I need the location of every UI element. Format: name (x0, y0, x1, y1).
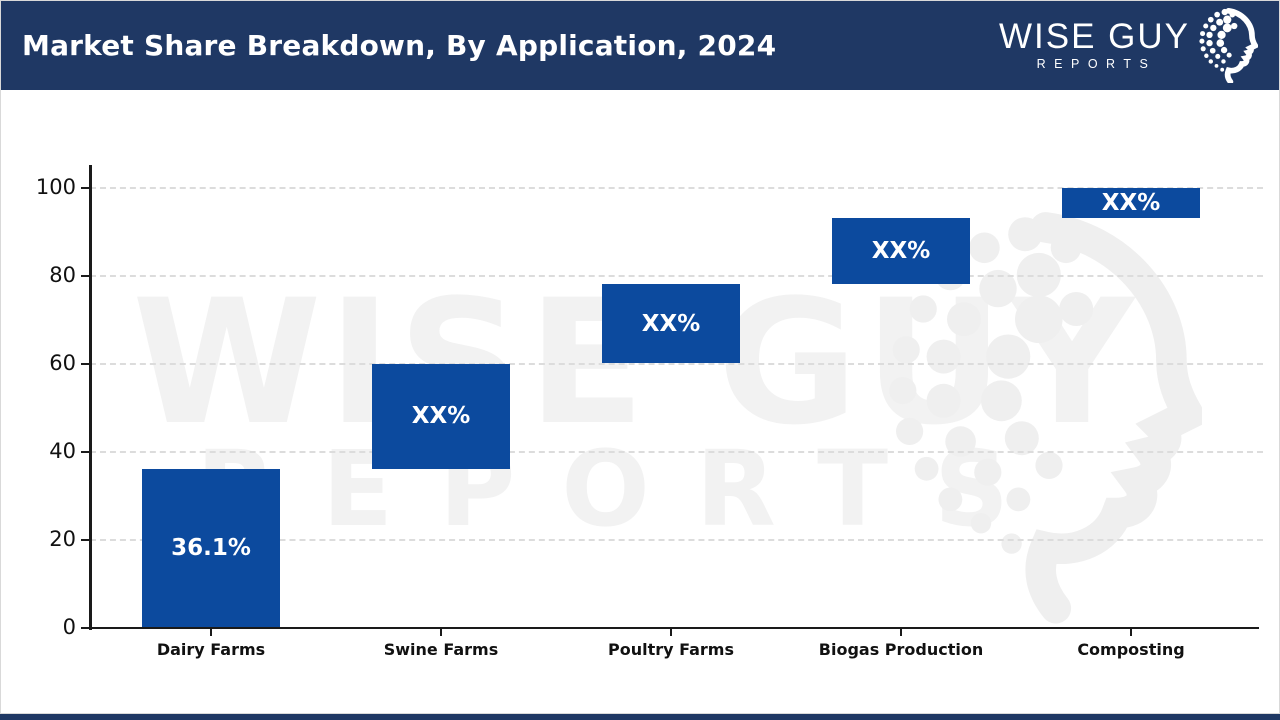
y-tick-mark-80 (81, 274, 89, 277)
footer-divider (0, 713, 1280, 714)
bar-value-label-biogas-production: XX% (871, 238, 931, 265)
dotted-head-icon (1194, 7, 1258, 83)
y-tick-mark-60 (81, 362, 89, 365)
brand-subname: REPORTS (1036, 57, 1157, 72)
gridline-100 (90, 186, 1263, 189)
y-tick-label-60: 60 (49, 350, 76, 375)
x-tick-mark-swine-farms (440, 629, 442, 636)
x-tick-mark-dairy-farms (210, 629, 212, 636)
footer-bar (0, 714, 1280, 720)
watermark-text-line2: REPORTS (196, 428, 1056, 550)
x-tick-label-biogas-production: Biogas Production (818, 640, 984, 659)
bar-value-label-poultry-farms: XX% (641, 310, 701, 337)
gridline-60 (90, 362, 1263, 365)
y-tick-label-20: 20 (49, 526, 76, 551)
gridline-20 (90, 538, 1263, 541)
bar-biogas-production: XX% (832, 218, 970, 285)
bar-swine-farms: XX% (372, 363, 510, 469)
y-tick-label-40: 40 (49, 438, 76, 463)
bar-composting: XX% (1062, 187, 1200, 219)
y-tick-label-80: 80 (49, 262, 76, 287)
gridline-80 (90, 274, 1263, 277)
bar-poultry-farms: XX% (602, 284, 740, 364)
x-tick-mark-poultry-farms (670, 629, 672, 636)
bar-value-label-dairy-farms: 36.1% (171, 535, 251, 562)
x-tick-mark-biogas-production (900, 629, 902, 636)
y-tick-mark-40 (81, 450, 89, 453)
x-tick-label-composting: Composting (1077, 640, 1185, 659)
gridline-40 (90, 450, 1263, 453)
x-axis-line (89, 626, 1259, 629)
y-axis-line (89, 165, 92, 630)
bar-value-label-swine-farms: XX% (411, 403, 471, 430)
x-tick-label-swine-farms: Swine Farms (383, 640, 499, 659)
y-tick-label-100: 100 (35, 174, 76, 199)
y-tick-label-0: 0 (62, 614, 76, 639)
brand-name: WISE GUY (998, 17, 1190, 57)
brand-logo: WISE GUY REPORTS (999, 7, 1258, 83)
bar-dairy-farms: 36.1% (142, 468, 280, 628)
x-tick-label-dairy-farms: Dairy Farms (156, 640, 266, 659)
x-tick-mark-composting (1130, 629, 1132, 636)
x-tick-label-poultry-farms: Poultry Farms (607, 640, 734, 659)
y-tick-mark-20 (81, 538, 89, 541)
bar-value-label-composting: XX% (1101, 189, 1161, 216)
brand-logo-text: WISE GUY REPORTS (999, 19, 1190, 71)
chart-title: Market Share Breakdown, By Application, … (22, 28, 777, 62)
header-bar: Market Share Breakdown, By Application, … (0, 0, 1280, 90)
y-tick-mark-100 (81, 186, 89, 189)
y-tick-mark-0 (81, 626, 89, 629)
